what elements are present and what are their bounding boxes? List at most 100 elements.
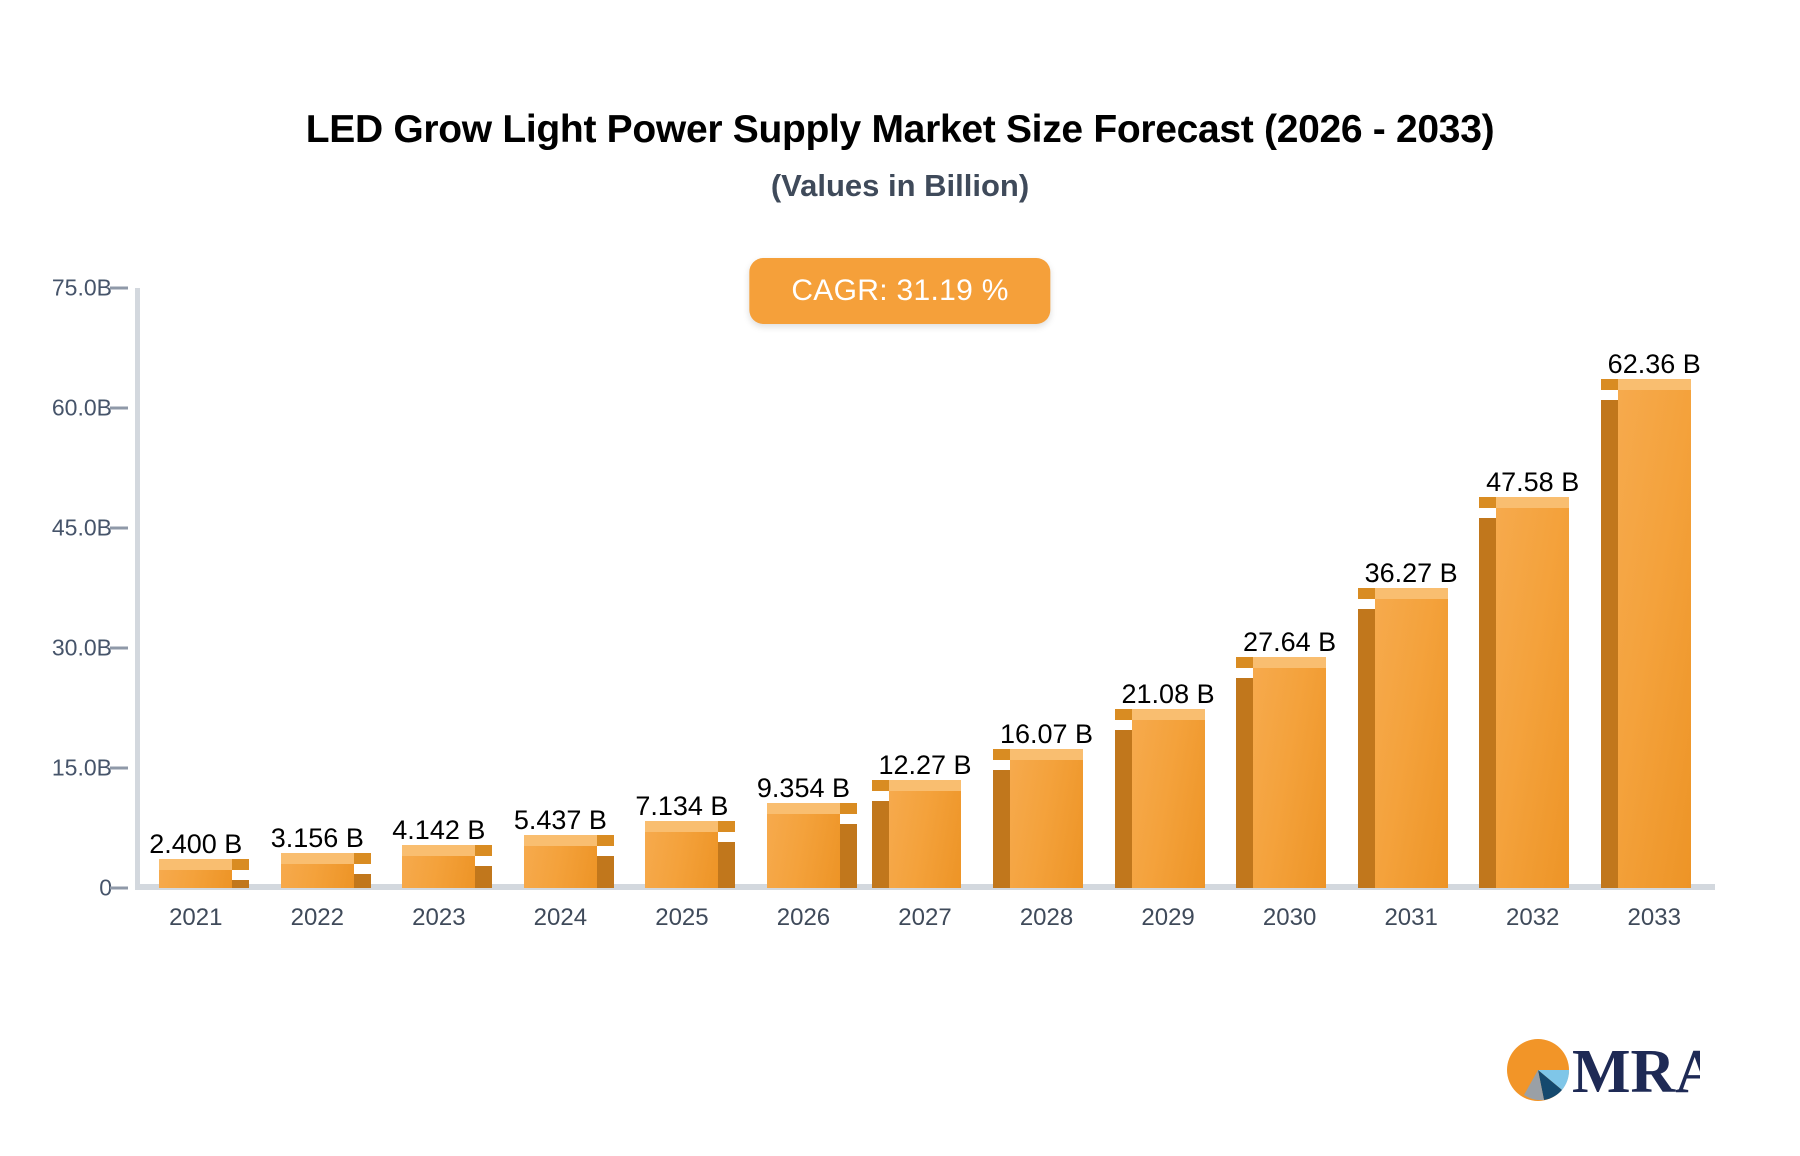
y-axis-tick-mark xyxy=(110,286,128,290)
x-axis-tick-label: 2025 xyxy=(655,904,709,931)
bar-column[interactable]: 21.08 B xyxy=(1114,288,1215,888)
bar-top-face xyxy=(280,852,354,864)
bar-side-face xyxy=(1236,677,1254,888)
bar-column[interactable]: 36.27 B xyxy=(1357,288,1458,888)
bar[interactable]: 7.134 B xyxy=(635,791,736,888)
bar-side-face xyxy=(839,824,857,888)
bar-front-face xyxy=(280,862,354,888)
logo-wordmark: MRA xyxy=(1572,1038,1700,1106)
bar-front-face xyxy=(1374,597,1448,888)
bar-front-face xyxy=(888,789,962,888)
bar-top-bevel xyxy=(596,834,614,846)
bar-top-bevel xyxy=(1114,709,1132,721)
bar-side-face xyxy=(1479,518,1497,888)
bar-column[interactable]: 4.142 B xyxy=(392,288,493,888)
bar-value-label: 47.58 B xyxy=(1486,467,1580,498)
bar-front-face xyxy=(159,868,233,888)
bar-column[interactable]: 62.36 B xyxy=(1600,288,1701,888)
bar-column[interactable]: 27.64 B xyxy=(1236,288,1336,888)
bar-front-face xyxy=(1253,666,1327,888)
y-axis-tick-label: 30.0B xyxy=(51,634,112,661)
bar-top-bevel xyxy=(475,844,493,856)
bar-front-face xyxy=(402,854,476,888)
bar[interactable]: 36.27 B xyxy=(1357,558,1458,888)
bar-side-face xyxy=(871,800,889,888)
bar[interactable]: 16.07 B xyxy=(993,719,1093,888)
bar-top-face xyxy=(1374,587,1448,599)
bar-column[interactable]: 7.134 B xyxy=(635,288,736,888)
bar-value-label: 12.27 B xyxy=(878,749,972,780)
bar-column[interactable]: 2.400 B xyxy=(149,288,250,888)
bar[interactable]: 62.36 B xyxy=(1600,349,1701,888)
bar-side-face xyxy=(353,873,371,888)
pie-chart-icon: MRA xyxy=(1507,1038,1720,1106)
bar[interactable]: 4.142 B xyxy=(392,815,493,888)
bar-top-bevel xyxy=(839,803,857,815)
bar[interactable]: 2.400 B xyxy=(149,829,250,888)
bar-top-bevel xyxy=(1357,587,1375,599)
bar[interactable]: 9.354 B xyxy=(757,773,857,888)
bar-top-face xyxy=(1253,656,1327,668)
bar-value-label: 27.64 B xyxy=(1243,626,1337,657)
mra-logo: MRA xyxy=(1500,1030,1720,1110)
bar-front-face xyxy=(767,813,840,888)
x-axis-tick-label: 2032 xyxy=(1505,904,1560,931)
bar-top-face xyxy=(1496,497,1570,509)
bar-front-face xyxy=(1010,759,1083,888)
bar-column[interactable]: 9.354 B xyxy=(757,288,857,888)
bar-top-face xyxy=(523,834,597,846)
chart-subtitle: (Values in Billion) xyxy=(770,168,1030,203)
bar-top-face xyxy=(888,779,962,791)
y-axis-tick-mark xyxy=(110,646,128,650)
bar[interactable]: 47.58 B xyxy=(1479,467,1579,888)
x-axis-tick-label: 2024 xyxy=(533,904,588,931)
x-axis-tick-label: 2021 xyxy=(169,904,223,931)
bar-top-face xyxy=(1617,379,1691,391)
bar-top-bevel xyxy=(1600,379,1618,391)
bar-top-face xyxy=(1010,749,1083,761)
bar-value-label: 5.437 B xyxy=(513,804,607,835)
y-axis-tick-label: 75.0B xyxy=(51,274,112,301)
bar-front-face xyxy=(1131,719,1205,888)
bar-column[interactable]: 3.156 B xyxy=(271,288,371,888)
bar-side-face xyxy=(475,865,493,888)
bar-side-face xyxy=(1600,400,1618,888)
bar-column[interactable]: 12.27 B xyxy=(871,288,972,888)
bar[interactable]: 3.156 B xyxy=(271,823,371,888)
bar-top-bevel xyxy=(718,820,736,832)
bar-column[interactable]: 16.07 B xyxy=(993,288,1093,888)
bar-side-face xyxy=(596,855,614,888)
bar-top-bevel xyxy=(232,858,250,870)
x-axis-tick-label: 2033 xyxy=(1627,904,1681,931)
bar-top-bevel xyxy=(993,749,1011,761)
bar[interactable]: 21.08 B xyxy=(1114,679,1215,888)
bar-column[interactable]: 47.58 B xyxy=(1479,288,1579,888)
page-title: LED Grow Light Power Supply Market Size … xyxy=(305,108,1495,151)
y-axis-tick-label: 15.0B xyxy=(51,754,112,781)
bar-top-bevel xyxy=(1236,656,1254,668)
bar-value-label: 36.27 B xyxy=(1364,557,1458,588)
bar-column[interactable]: 5.437 B xyxy=(514,288,614,888)
bar-top-face xyxy=(402,844,476,856)
x-axis-tick-label: 2030 xyxy=(1262,904,1317,931)
y-axis-tick-mark xyxy=(110,766,128,770)
bar-top-face xyxy=(159,858,233,870)
bar-top-face xyxy=(645,820,719,832)
bar-top-bevel xyxy=(353,852,371,864)
title-block: LED Grow Light Power Supply Market Size … xyxy=(0,0,1800,204)
bar-value-label: 3.156 B xyxy=(270,822,364,853)
y-axis-tick-label: 0 xyxy=(99,874,112,901)
y-axis-tick-label: 45.0B xyxy=(51,514,112,541)
bar[interactable]: 12.27 B xyxy=(871,750,972,888)
x-axis-tick-label: 2023 xyxy=(412,904,466,931)
bar-front-face xyxy=(523,844,597,888)
bar-value-label: 9.354 B xyxy=(756,773,850,804)
bar-side-face xyxy=(232,879,250,888)
y-axis-tick-mark xyxy=(110,526,128,530)
bar-side-face xyxy=(993,770,1011,888)
bar-value-label: 16.07 B xyxy=(999,719,1094,750)
bar[interactable]: 5.437 B xyxy=(514,805,614,888)
bar[interactable]: 27.64 B xyxy=(1236,627,1336,888)
bar-side-face xyxy=(1114,730,1132,888)
